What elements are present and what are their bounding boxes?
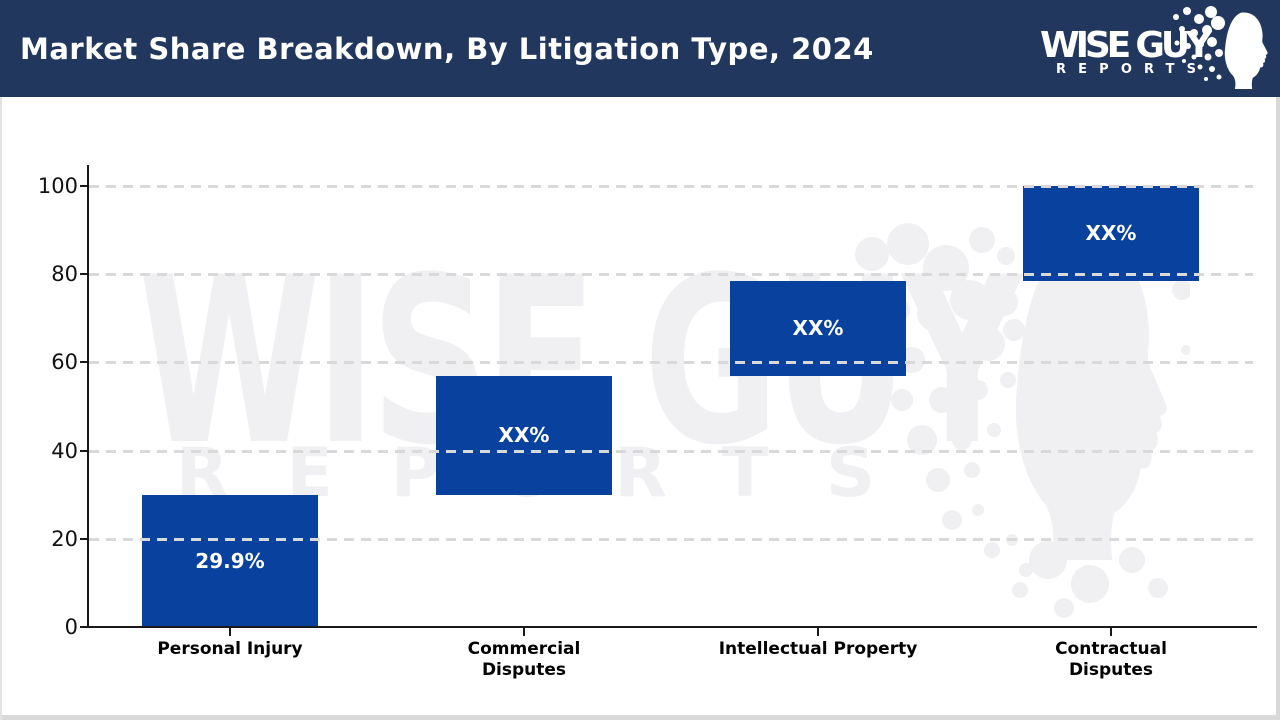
y-tick-mark-0 (80, 626, 88, 628)
y-tick-mark-80 (80, 273, 88, 276)
gridline-100 (89, 185, 1253, 188)
x-tick-mark-commercial-disputes (523, 628, 525, 636)
logo-reports-text: REPORTS (1056, 62, 1202, 77)
y-tick-label-40: 40 (51, 438, 78, 463)
x-tick-mark-personal-injury (229, 628, 231, 636)
bar-intellectual-property: XX% (730, 280, 906, 376)
bar-value-label: XX% (498, 423, 550, 448)
y-tick-mark-20 (80, 537, 88, 540)
frame-right-edge (1276, 97, 1280, 720)
gridline-40 (89, 449, 1253, 453)
gridline-80 (89, 273, 1253, 277)
y-axis-line (87, 165, 89, 628)
bar-personal-injury: 29.9% (142, 495, 318, 627)
x-category-label-commercial-disputes: Commercial Disputes (467, 639, 581, 680)
y-tick-label-0: 0 (64, 615, 78, 639)
bar-value-label: XX% (792, 316, 844, 341)
x-category-label-intellectual-property: Intellectual Property (718, 639, 918, 659)
header: Market Share Breakdown, By Litigation Ty… (0, 0, 1280, 97)
y-tick-label-100: 100 (37, 174, 78, 198)
y-tick-mark-40 (80, 449, 88, 452)
logo-head-icon (1224, 12, 1268, 89)
bar-value-label: XX% (1085, 221, 1137, 246)
x-category-label-contractual-disputes: Contractual Disputes (1055, 639, 1167, 680)
gridline-20 (89, 537, 1253, 541)
x-tick-mark-contractual-disputes (1110, 628, 1112, 636)
y-tick-label-20: 20 (51, 526, 78, 551)
bar-commercial-disputes: XX% (436, 375, 612, 496)
y-tick-mark-100 (80, 185, 88, 187)
bar-value-label: 29.9% (195, 549, 265, 574)
x-axis-line (87, 626, 1257, 628)
bar-contractual-disputes: XX% (1023, 186, 1199, 281)
y-tick-mark-60 (80, 361, 88, 364)
gridline-60 (89, 361, 1253, 365)
frame-left-edge (0, 97, 2, 720)
x-category-label-personal-injury: Personal Injury (157, 639, 303, 659)
x-tick-mark-intellectual-property (817, 628, 819, 636)
y-tick-label-60: 60 (51, 350, 78, 375)
wise-guy-logo: WISE GUY REPORTS (1040, 6, 1268, 89)
chart-title: Market Share Breakdown, By Litigation Ty… (20, 31, 874, 66)
y-tick-label-80: 80 (51, 262, 78, 287)
frame-bottom-edge (0, 715, 1280, 720)
